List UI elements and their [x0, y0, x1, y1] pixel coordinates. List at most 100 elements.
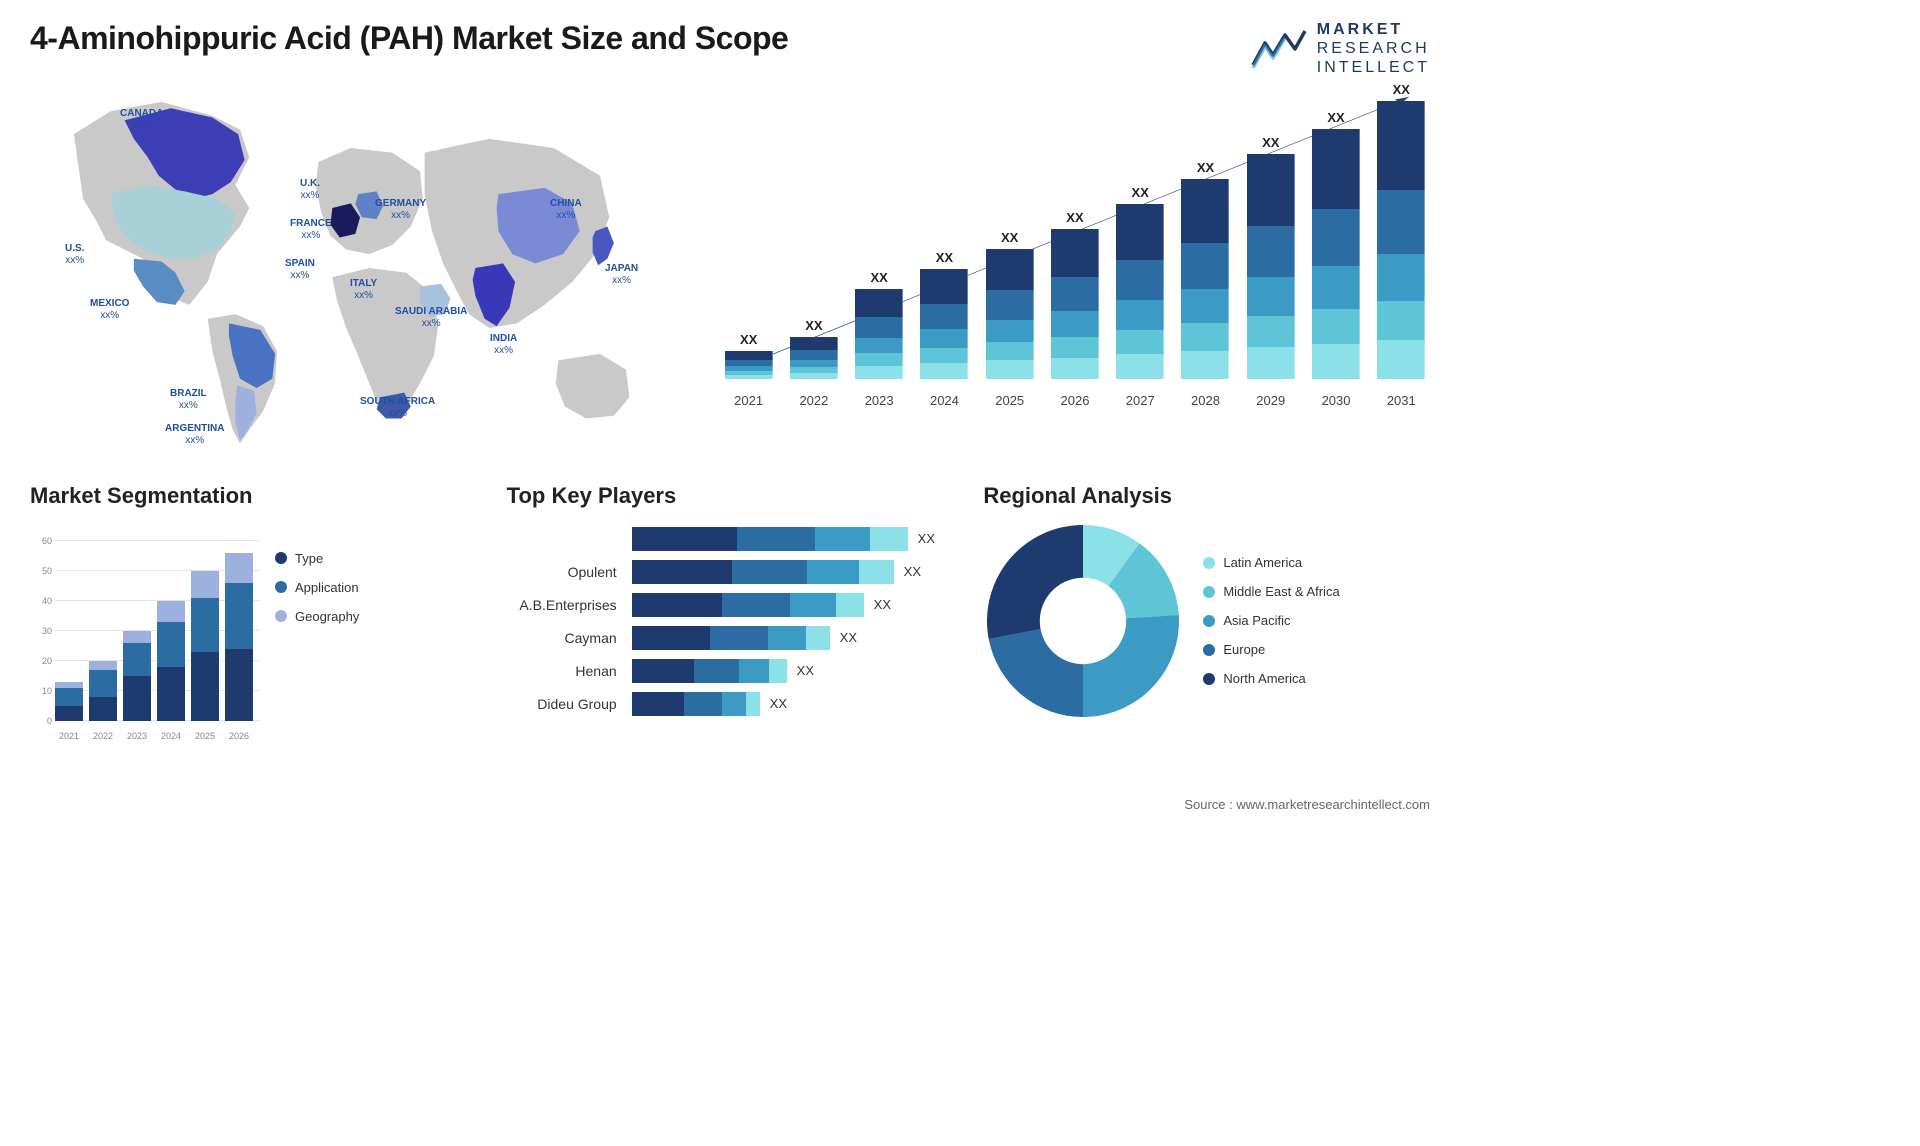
growth-seg: [986, 249, 1034, 291]
growth-seg: [725, 351, 773, 360]
growth-seg: [1051, 311, 1099, 337]
seg-seg: [191, 598, 219, 652]
player-seg: [694, 659, 739, 683]
growth-xlabel: 2025: [995, 393, 1024, 408]
legend-swatch: [275, 610, 287, 622]
growth-seg: [1116, 300, 1164, 330]
growth-seg: [1247, 226, 1295, 278]
region-legend-item: Asia Pacific: [1203, 613, 1339, 628]
player-seg: [836, 593, 864, 617]
seg-xlabel: 2025: [191, 731, 219, 741]
seg-bar-2021: [55, 682, 83, 721]
logo-line3: INTELLECT: [1317, 58, 1430, 77]
growth-seg: [1377, 101, 1425, 190]
growth-xlabel: 2028: [1191, 393, 1220, 408]
player-row: XX: [632, 657, 935, 685]
map-label-germany: GERMANYxx%: [375, 198, 426, 222]
growth-seg: [920, 269, 968, 304]
regional-title: Regional Analysis: [983, 483, 1430, 509]
player-row: XX: [632, 591, 935, 619]
legend-label: Type: [295, 551, 323, 566]
player-seg: [632, 560, 732, 584]
growth-seg: [790, 360, 838, 367]
player-seg: [722, 692, 746, 716]
player-label: Opulent: [568, 558, 617, 586]
player-label: A.B.Enterprises: [519, 591, 616, 619]
map-label-mexico: MEXICOxx%: [90, 298, 129, 322]
seg-xlabel: 2026: [225, 731, 253, 741]
growth-seg: [986, 360, 1034, 378]
player-seg: [684, 692, 722, 716]
seg-legend-item: Geography: [275, 609, 359, 624]
seg-seg: [123, 631, 151, 643]
growth-seg: [855, 366, 903, 379]
map-label-japan: JAPANxx%: [605, 263, 638, 287]
donut-slice: [989, 629, 1083, 717]
players-panel: Top Key Players Opulent A.B.Enterprises Ca…: [507, 483, 954, 741]
growth-xlabel: 2022: [799, 393, 828, 408]
map-label-india: INDIAxx%: [490, 333, 517, 357]
growth-xlabel: 2027: [1126, 393, 1155, 408]
seg-xlabel: 2023: [123, 731, 151, 741]
growth-seg: [1312, 344, 1360, 379]
player-seg: [739, 659, 769, 683]
growth-seg: [1312, 266, 1360, 309]
growth-seg: [1116, 354, 1164, 379]
region-legend-item: Europe: [1203, 642, 1339, 657]
seg-seg: [55, 688, 83, 706]
map-label-france: FRANCExx%: [290, 218, 332, 242]
player-seg: [737, 527, 815, 551]
seg-seg: [157, 622, 185, 667]
legend-swatch: [1203, 644, 1215, 656]
player-seg: [806, 626, 830, 650]
region-legend-item: North America: [1203, 671, 1339, 686]
seg-seg: [191, 652, 219, 721]
seg-legend-item: Type: [275, 551, 359, 566]
growth-bar-2021: XX2021: [720, 332, 777, 408]
growth-seg: [1312, 209, 1360, 267]
map-label-uk: U.K.xx%: [300, 178, 320, 202]
player-label: Cayman: [565, 624, 617, 652]
growth-seg: [1312, 309, 1360, 344]
growth-seg: [855, 338, 903, 353]
seg-seg: [89, 661, 117, 670]
regional-panel: Regional Analysis Latin AmericaMiddle Ea…: [983, 483, 1430, 741]
map-label-spain: SPAINxx%: [285, 258, 315, 282]
seg-xlabel: 2024: [157, 731, 185, 741]
growth-seg: [920, 304, 968, 329]
map-label-saudiarabia: SAUDI ARABIAxx%: [395, 306, 467, 330]
players-title: Top Key Players: [507, 483, 954, 509]
player-seg: [815, 527, 870, 551]
player-seg: [632, 659, 694, 683]
legend-swatch: [1203, 615, 1215, 627]
growth-seg: [1116, 330, 1164, 355]
player-seg: [632, 527, 737, 551]
player-seg: [710, 626, 768, 650]
world-map-panel: CANADAxx%U.S.xx%MEXICOxx%BRAZILxx%ARGENT…: [30, 88, 690, 468]
legend-swatch: [275, 552, 287, 564]
growth-seg: [1377, 254, 1425, 301]
map-label-china: CHINAxx%: [550, 198, 582, 222]
growth-chart-panel: XX2021XX2022XX2023XX2024XX2025XX2026XX20…: [720, 88, 1430, 468]
growth-datalabel: XX: [1327, 110, 1344, 125]
player-seg: [768, 626, 806, 650]
player-datalabel: XX: [904, 564, 921, 579]
player-seg: [732, 560, 807, 584]
legend-label: Application: [295, 580, 359, 595]
seg-seg: [157, 667, 185, 721]
player-seg: [870, 527, 908, 551]
growth-seg: [1377, 340, 1425, 379]
region-legend-item: Latin America: [1203, 555, 1339, 570]
seg-seg: [89, 697, 117, 721]
growth-seg: [986, 320, 1034, 342]
growth-datalabel: XX: [805, 318, 822, 333]
growth-datalabel: XX: [1066, 210, 1083, 225]
growth-seg: [920, 329, 968, 348]
growth-seg: [790, 337, 838, 350]
growth-seg: [986, 342, 1034, 360]
donut-slice: [1083, 615, 1179, 717]
seg-legend-item: Application: [275, 580, 359, 595]
map-shape-japan-hl: [593, 226, 614, 265]
growth-seg: [855, 353, 903, 366]
growth-datalabel: XX: [1132, 185, 1149, 200]
